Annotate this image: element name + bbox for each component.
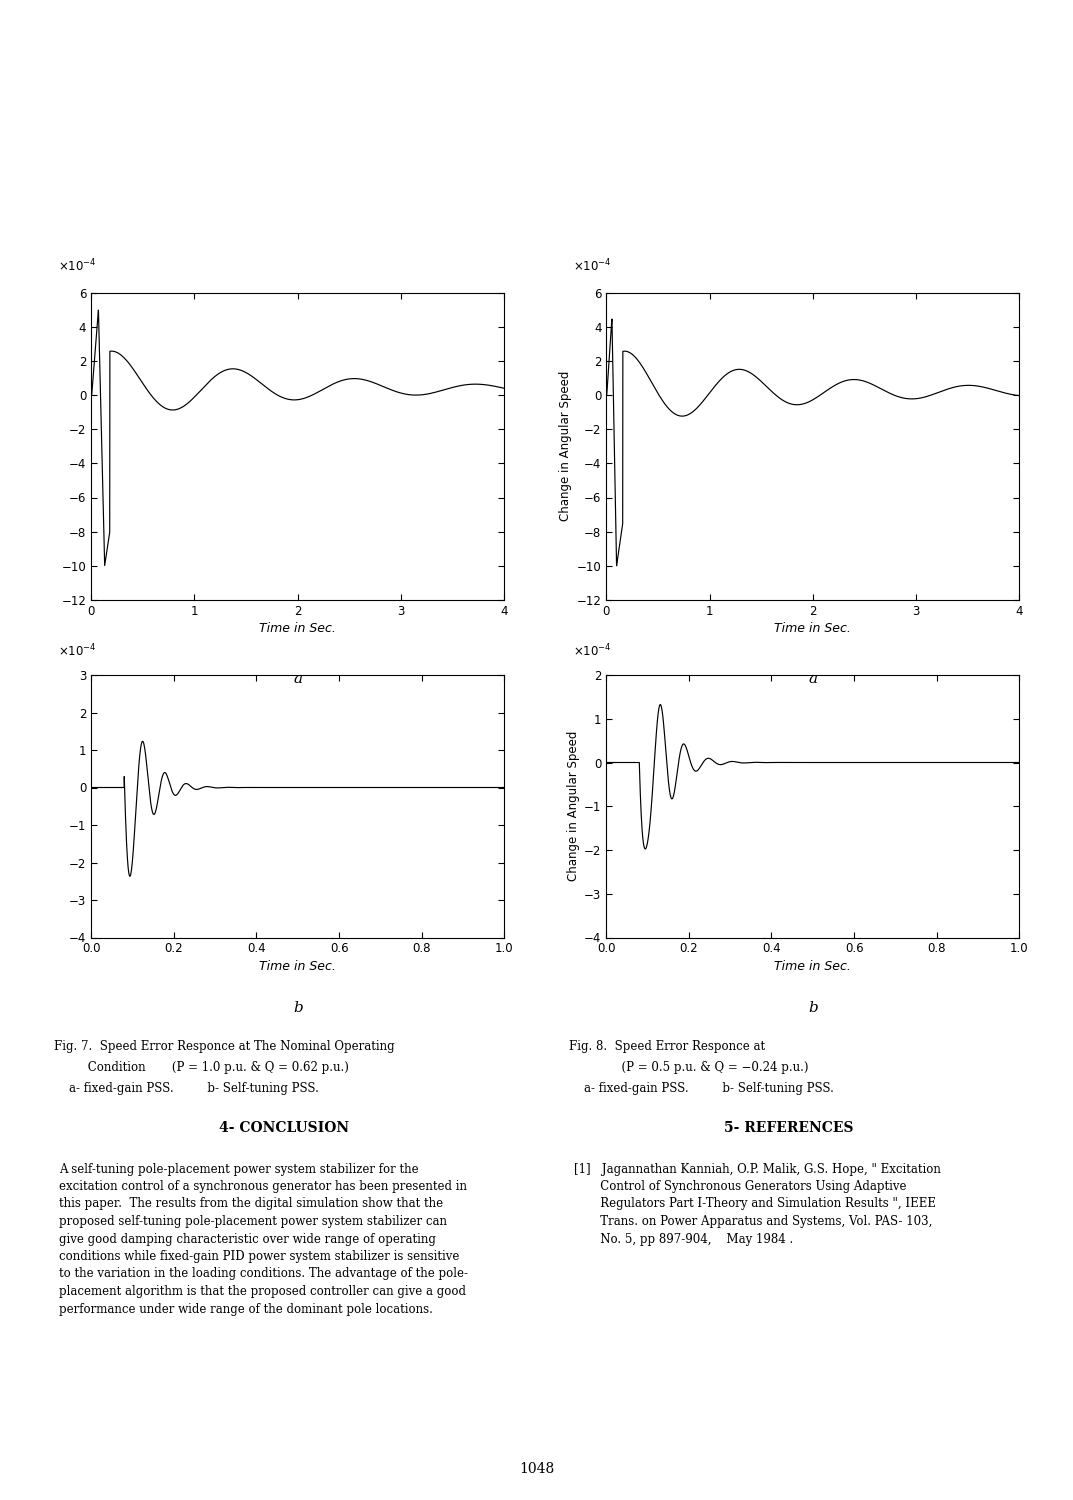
Text: $\times10^{-4}$: $\times10^{-4}$ bbox=[573, 642, 612, 658]
Text: $\times10^{-4}$: $\times10^{-4}$ bbox=[58, 258, 97, 274]
Text: A self-tuning pole-placement power system stabilizer for the
excitation control : A self-tuning pole-placement power syste… bbox=[59, 1162, 468, 1316]
Text: $\times10^{-4}$: $\times10^{-4}$ bbox=[58, 642, 97, 658]
Text: Fig. 7.  Speed Error Responce at The Nominal Operating: Fig. 7. Speed Error Responce at The Nomi… bbox=[54, 1040, 394, 1053]
Text: a- fixed-gain PSS.         b- Self-tuning PSS.: a- fixed-gain PSS. b- Self-tuning PSS. bbox=[569, 1082, 834, 1095]
Text: a: a bbox=[293, 672, 303, 686]
Text: 1048: 1048 bbox=[519, 1462, 554, 1476]
Text: 5- REFERENCES: 5- REFERENCES bbox=[724, 1122, 853, 1136]
X-axis label: Time in Sec.: Time in Sec. bbox=[775, 960, 851, 972]
X-axis label: Time in Sec.: Time in Sec. bbox=[775, 622, 851, 634]
Text: $\times10^{-4}$: $\times10^{-4}$ bbox=[573, 258, 612, 274]
X-axis label: Time in Sec.: Time in Sec. bbox=[260, 622, 336, 634]
Text: a- fixed-gain PSS.         b- Self-tuning PSS.: a- fixed-gain PSS. b- Self-tuning PSS. bbox=[54, 1082, 319, 1095]
Text: Fig. 8.  Speed Error Responce at: Fig. 8. Speed Error Responce at bbox=[569, 1040, 765, 1053]
Text: [1]   Jagannathan Kanniah, O.P. Malik, G.S. Hope, " Excitation
       Control of: [1] Jagannathan Kanniah, O.P. Malik, G.S… bbox=[574, 1162, 941, 1245]
Text: b: b bbox=[808, 1002, 818, 1016]
Text: a: a bbox=[808, 672, 818, 686]
Text: 4- CONCLUSION: 4- CONCLUSION bbox=[219, 1122, 350, 1136]
X-axis label: Time in Sec.: Time in Sec. bbox=[260, 960, 336, 972]
Text: (P = 0.5 p.u. & Q = −0.24 p.u.): (P = 0.5 p.u. & Q = −0.24 p.u.) bbox=[569, 1060, 808, 1074]
Text: Condition       (P = 1.0 p.u. & Q = 0.62 p.u.): Condition (P = 1.0 p.u. & Q = 0.62 p.u.) bbox=[54, 1060, 349, 1074]
Text: b: b bbox=[293, 1002, 303, 1016]
Y-axis label: Change in Angular Speed: Change in Angular Speed bbox=[559, 370, 572, 522]
Y-axis label: Change in Angular Speed: Change in Angular Speed bbox=[567, 730, 579, 882]
